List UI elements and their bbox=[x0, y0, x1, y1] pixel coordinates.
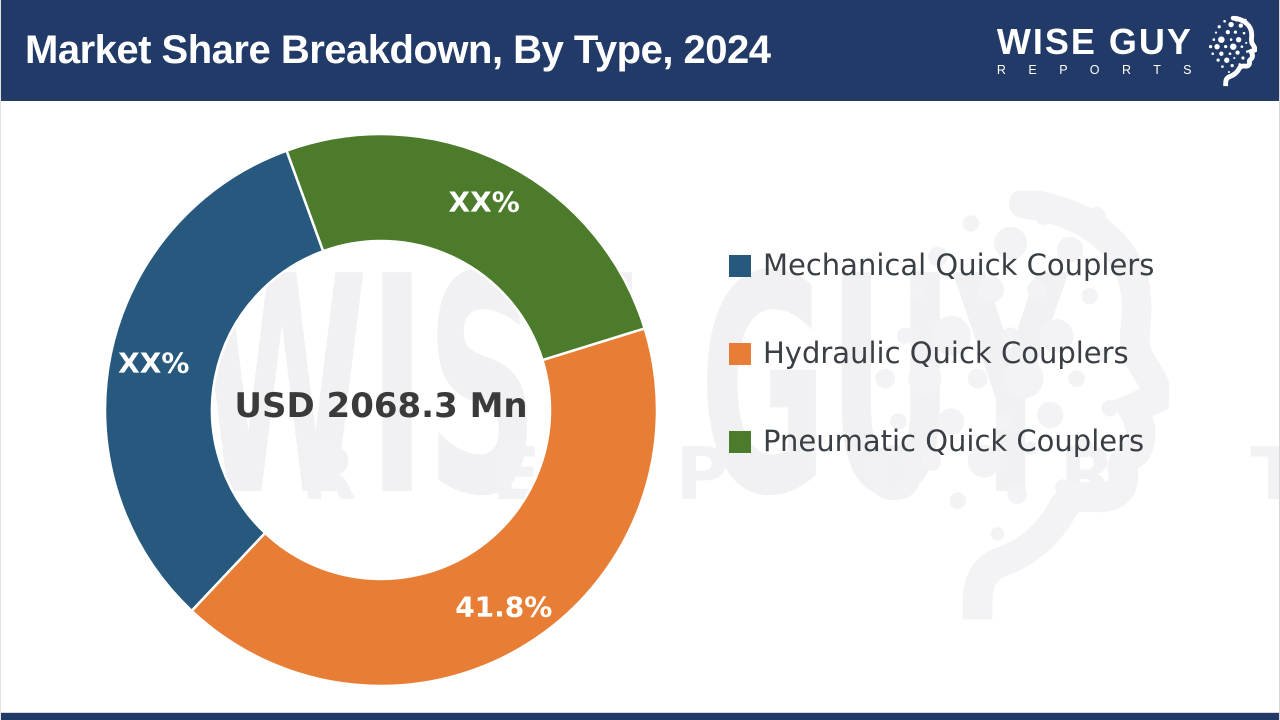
legend-label: Pneumatic Quick Couplers bbox=[763, 423, 1145, 458]
legend-item: Hydraulic Quick Couplers bbox=[729, 335, 1154, 370]
header-bar: Market Share Breakdown, By Type, 2024 WI… bbox=[1, 0, 1279, 101]
brand-logo: WISE GUY R E P O R T S bbox=[997, 15, 1257, 87]
legend-label: Mechanical Quick Couplers bbox=[763, 248, 1155, 282]
segment-value-label: 41.8% bbox=[455, 590, 552, 623]
legend-label: Hydraulic Quick Couplers bbox=[763, 335, 1129, 370]
legend-swatch bbox=[729, 254, 751, 277]
segment-value-label: XX% bbox=[118, 347, 189, 380]
legend-swatch bbox=[729, 430, 751, 453]
legend-item: Pneumatic Quick Couplers bbox=[729, 423, 1154, 458]
legend-swatch bbox=[729, 342, 751, 365]
brand-logo-text: WISE GUY R E P O R T S bbox=[997, 24, 1201, 77]
face-dots-icon bbox=[1203, 15, 1257, 87]
brand-name: WISE GUY bbox=[996, 21, 1193, 63]
page-title: Market Share Breakdown, By Type, 2024 bbox=[25, 28, 771, 72]
footer-bar bbox=[1, 712, 1279, 720]
legend: Mechanical Quick Couplers Hydraulic Quick… bbox=[729, 248, 1155, 514]
legend-item: Mechanical Quick Couplers bbox=[729, 248, 1155, 282]
brand-sub: R E P O R T S bbox=[996, 63, 1201, 78]
